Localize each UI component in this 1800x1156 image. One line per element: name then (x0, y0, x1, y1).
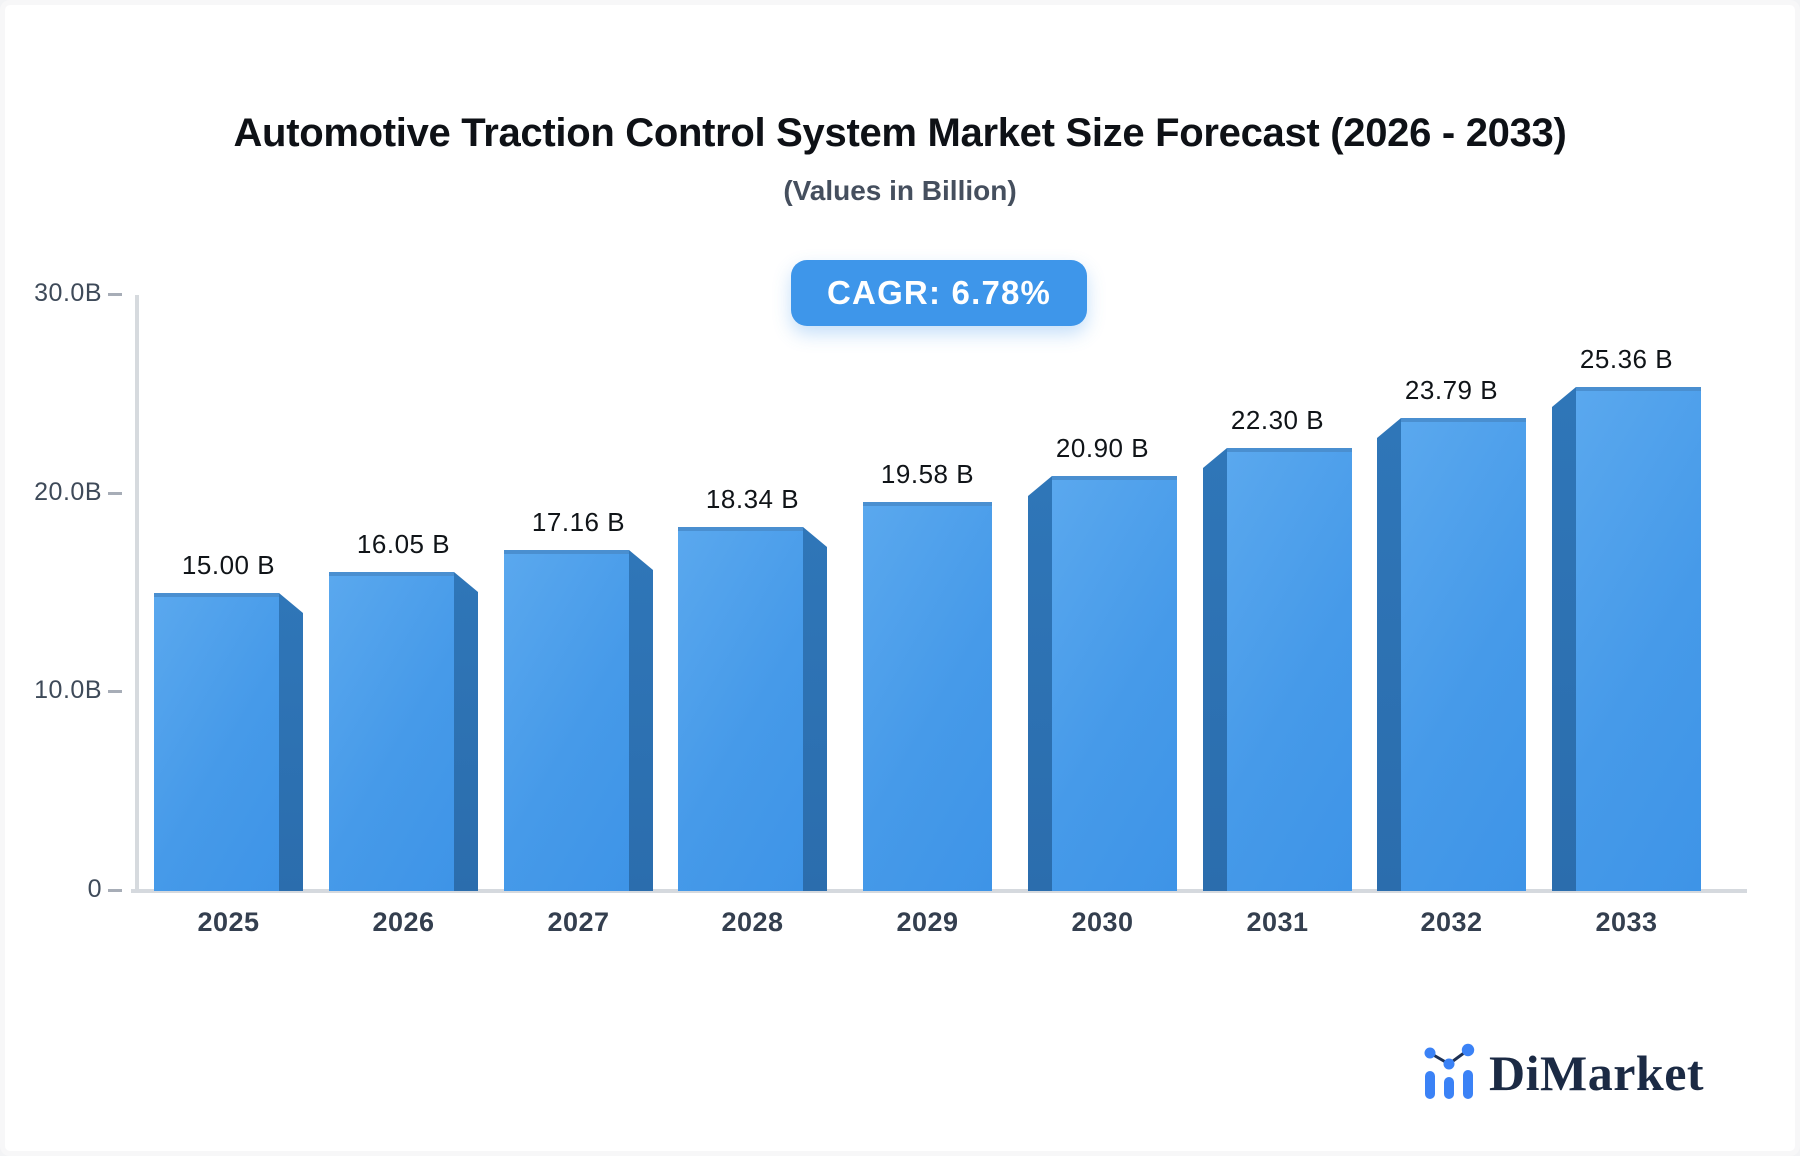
dimarket-logo-text: DiMarket (1489, 1045, 1705, 1101)
bar-face (863, 502, 992, 891)
bar-side-panel (629, 550, 653, 891)
bar-face (1227, 448, 1352, 891)
bar-face (1052, 476, 1177, 891)
y-axis-tick-label: 10.0B (34, 676, 102, 705)
bar-group-2031: 22.30 B 2031 (1203, 295, 1352, 937)
bar-value-label: 15.00 B (181, 550, 276, 580)
bar-face (678, 527, 803, 891)
bar-value-label: 16.05 B (356, 529, 451, 559)
bar-value-label: 19.58 B (880, 459, 975, 489)
x-axis-label-2025: 2025 (197, 907, 260, 937)
bar-side-panel (454, 572, 478, 891)
bar-value-label: 22.30 B (1230, 405, 1325, 435)
y-axis-line (135, 295, 139, 893)
x-axis-label-2030: 2030 (1071, 907, 1134, 937)
bar-value-label: 25.36 B (1579, 344, 1674, 374)
x-axis-label-2033: 2033 (1595, 907, 1658, 937)
y-axis-tick-mark (108, 690, 122, 694)
bar-value-label: 20.90 B (1055, 433, 1150, 463)
bar-group-2028: 18.34 B 2028 (678, 295, 827, 937)
x-axis-label-2026: 2026 (372, 907, 435, 937)
x-axis-label-2031: 2031 (1246, 907, 1309, 937)
y-axis-tick-mark (108, 491, 122, 495)
bar-side-panel (1203, 448, 1227, 891)
bar-group-2025: 15.00 B 2025 (154, 295, 303, 937)
chart-subtitle: (Values in Billion) (783, 175, 1017, 206)
bar-group-2029: 19.58 B 2029 (853, 295, 1002, 937)
y-axis-tick-label: 0 (87, 875, 102, 903)
bar-face (1576, 387, 1701, 891)
bar-face (154, 593, 279, 891)
bar-side-panel (1028, 476, 1052, 891)
bar-side-panel (279, 593, 303, 891)
bar-group-2026: 16.05 B 2026 (329, 295, 478, 937)
bar-face (329, 572, 454, 891)
bar-group-2033: 25.36 B 2033 (1552, 295, 1701, 937)
cagr-badge: CAGR: 6.78% (791, 260, 1088, 326)
plot-area: 15.00 B 2025 16.05 B 2026 17.16 B 2027 18.34 B… (34, 279, 1747, 937)
chart-title: Automotive Traction Control System Marke… (233, 111, 1567, 155)
x-axis-label-2032: 2032 (1420, 907, 1483, 937)
bar-face (504, 550, 629, 891)
bar-group-2032: 23.79 B 2032 (1377, 295, 1526, 937)
dimarket-logo-icon (1424, 1043, 1475, 1099)
y-axis-tick-label: 30.0B (34, 279, 102, 307)
y-axis-tick-label: 20.0B (34, 477, 102, 506)
dimarket-logo: DiMarket (1423, 1043, 1704, 1101)
bar-side-panel (1377, 418, 1401, 891)
bar-side-panel (1552, 387, 1576, 891)
x-axis-label-2027: 2027 (547, 907, 610, 937)
y-axis-tick-mark (108, 293, 122, 296)
x-axis-baseline (131, 889, 1747, 893)
bar-group-2030: 20.90 B 2030 (1028, 295, 1177, 937)
bar-value-label: 18.34 B (705, 484, 800, 514)
bar-value-label: 23.79 B (1404, 375, 1499, 405)
bar-side-panel (803, 527, 827, 891)
x-axis-label-2029: 2029 (896, 907, 959, 937)
x-axis-label-2028: 2028 (721, 907, 784, 937)
bar-face (1401, 418, 1526, 891)
bar-value-label: 17.16 B (531, 507, 626, 537)
y-axis-tick-mark (108, 889, 122, 892)
bar-group-2027: 17.16 B 2027 (504, 295, 653, 937)
